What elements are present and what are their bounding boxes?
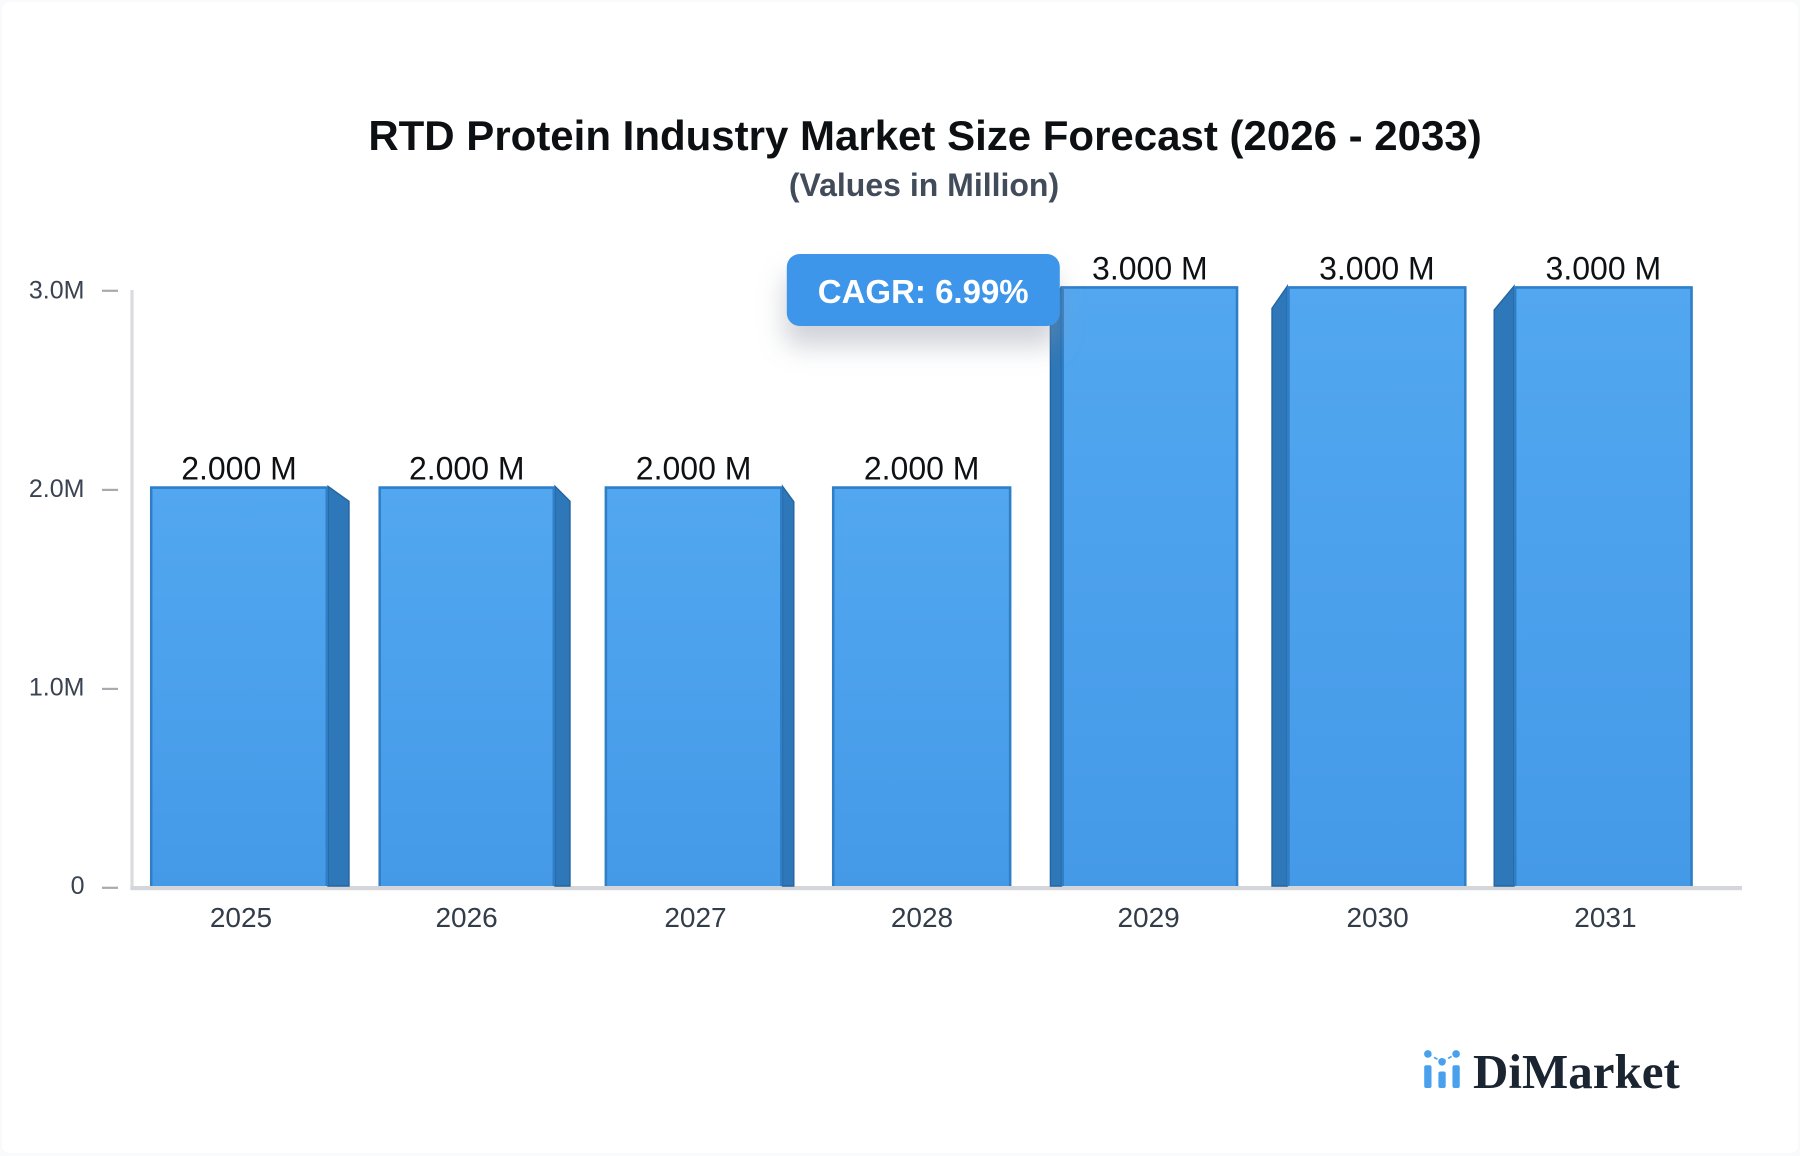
- svg-text:2030: 2030: [1346, 902, 1408, 933]
- svg-text:CAGR: 6.99%: CAGR: 6.99%: [818, 273, 1029, 310]
- svg-text:3.000 M: 3.000 M: [1546, 251, 1662, 287]
- svg-text:2026: 2026: [435, 902, 497, 933]
- svg-text:2.0M: 2.0M: [29, 475, 85, 503]
- svg-text:2.000 M: 2.000 M: [181, 451, 297, 487]
- svg-text:2028: 2028: [891, 902, 953, 933]
- svg-text:3.000 M: 3.000 M: [1092, 251, 1208, 287]
- svg-text:RTD Protein Industry Market Si: RTD Protein Industry Market Size Forecas…: [368, 112, 1481, 159]
- svg-text:2029: 2029: [1117, 902, 1179, 933]
- svg-text:0: 0: [71, 872, 85, 900]
- svg-text:2.000 M: 2.000 M: [636, 451, 752, 487]
- svg-text:2027: 2027: [664, 902, 726, 933]
- svg-text:1.0M: 1.0M: [29, 674, 85, 702]
- svg-text:(Values in Million): (Values in Million): [789, 167, 1059, 203]
- svg-text:2.000 M: 2.000 M: [409, 451, 525, 487]
- svg-text:DiMarket: DiMarket: [1473, 1044, 1680, 1099]
- svg-text:3.000 M: 3.000 M: [1319, 251, 1435, 287]
- svg-text:2031: 2031: [1574, 902, 1636, 933]
- svg-text:2025: 2025: [210, 902, 272, 933]
- svg-text:3.0M: 3.0M: [29, 277, 85, 305]
- svg-text:2.000 M: 2.000 M: [864, 451, 980, 487]
